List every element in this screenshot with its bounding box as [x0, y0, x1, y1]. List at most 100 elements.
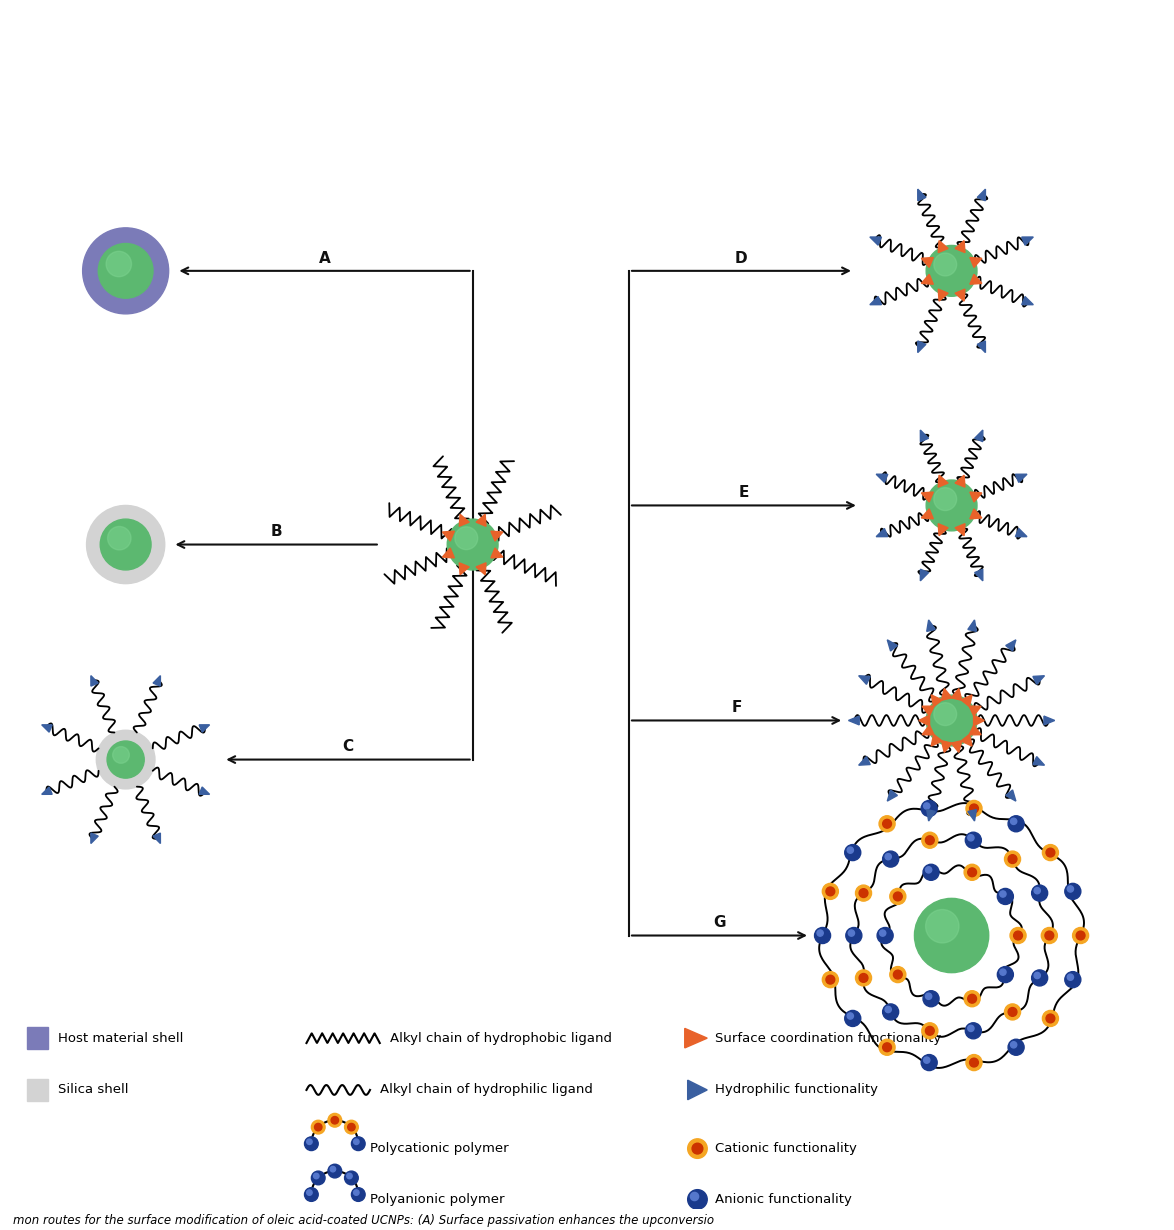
Circle shape: [845, 1010, 861, 1027]
Circle shape: [1034, 973, 1040, 979]
Circle shape: [893, 892, 902, 900]
Circle shape: [1000, 891, 1006, 897]
Circle shape: [1043, 845, 1059, 861]
Text: B: B: [270, 524, 282, 539]
Text: A: A: [318, 251, 330, 266]
Circle shape: [815, 927, 830, 943]
Polygon shape: [477, 563, 486, 574]
Circle shape: [87, 506, 164, 583]
Polygon shape: [919, 715, 930, 726]
Circle shape: [890, 888, 906, 904]
Polygon shape: [922, 726, 935, 734]
Circle shape: [328, 1113, 342, 1127]
Polygon shape: [938, 475, 949, 487]
Circle shape: [966, 1054, 981, 1070]
Circle shape: [1065, 972, 1081, 988]
Polygon shape: [954, 475, 965, 487]
Circle shape: [883, 1004, 898, 1020]
Polygon shape: [443, 549, 454, 558]
Polygon shape: [1033, 756, 1045, 765]
Circle shape: [1046, 849, 1054, 857]
Circle shape: [1011, 1042, 1017, 1048]
Polygon shape: [973, 715, 984, 726]
Circle shape: [859, 889, 868, 898]
Polygon shape: [459, 514, 470, 526]
Text: Polyanionic polymer: Polyanionic polymer: [370, 1193, 505, 1205]
Circle shape: [822, 972, 838, 988]
Text: Surface coordination functionality: Surface coordination functionality: [715, 1032, 942, 1044]
Circle shape: [845, 927, 862, 943]
Circle shape: [967, 1026, 974, 1032]
Polygon shape: [951, 740, 962, 753]
Circle shape: [879, 815, 895, 831]
Circle shape: [856, 886, 871, 902]
Polygon shape: [942, 740, 952, 753]
Circle shape: [965, 833, 981, 849]
Circle shape: [1043, 1010, 1059, 1027]
Circle shape: [106, 251, 131, 277]
Circle shape: [817, 930, 823, 936]
Polygon shape: [200, 724, 210, 732]
Circle shape: [1008, 1039, 1024, 1055]
Circle shape: [924, 1057, 930, 1063]
Circle shape: [1067, 886, 1073, 892]
Text: Cationic functionality: Cationic functionality: [715, 1143, 857, 1155]
Circle shape: [1034, 888, 1040, 894]
Circle shape: [859, 973, 868, 983]
Polygon shape: [27, 1027, 48, 1049]
Circle shape: [311, 1121, 325, 1134]
Circle shape: [883, 819, 891, 828]
Polygon shape: [876, 475, 888, 482]
Polygon shape: [926, 620, 936, 631]
Circle shape: [822, 883, 838, 899]
Circle shape: [328, 1165, 342, 1178]
Circle shape: [82, 228, 169, 314]
Polygon shape: [967, 809, 977, 820]
Circle shape: [1005, 851, 1020, 867]
Circle shape: [849, 930, 855, 936]
Polygon shape: [970, 509, 981, 519]
Polygon shape: [27, 1079, 48, 1101]
Polygon shape: [962, 734, 972, 747]
Polygon shape: [870, 237, 882, 245]
Circle shape: [926, 480, 977, 531]
Circle shape: [1008, 815, 1024, 831]
Circle shape: [879, 1039, 895, 1055]
Polygon shape: [491, 531, 502, 541]
Polygon shape: [977, 189, 985, 200]
Polygon shape: [954, 289, 965, 301]
Polygon shape: [951, 689, 962, 700]
Circle shape: [1011, 818, 1017, 824]
Text: Anionic functionality: Anionic functionality: [715, 1193, 852, 1205]
Circle shape: [1046, 1014, 1054, 1023]
Circle shape: [99, 244, 153, 298]
Circle shape: [1008, 1007, 1017, 1016]
Circle shape: [964, 990, 980, 1006]
Circle shape: [877, 927, 893, 943]
Circle shape: [353, 1189, 359, 1196]
Polygon shape: [962, 695, 972, 706]
Circle shape: [348, 1123, 355, 1130]
Polygon shape: [922, 274, 933, 284]
Circle shape: [1077, 931, 1085, 940]
Polygon shape: [870, 296, 882, 305]
Polygon shape: [858, 675, 870, 684]
Circle shape: [1013, 931, 1023, 940]
Circle shape: [1032, 970, 1047, 986]
Text: Silica shell: Silica shell: [59, 1084, 129, 1096]
Text: mon routes for the surface modification of oleic acid-coated UCNPs: (A) Surface : mon routes for the surface modification …: [13, 1214, 714, 1226]
Circle shape: [306, 1139, 312, 1144]
Circle shape: [447, 519, 498, 569]
Text: Alkyl chain of hydrophobic ligand: Alkyl chain of hydrophobic ligand: [390, 1032, 612, 1044]
Polygon shape: [970, 492, 981, 502]
Polygon shape: [1016, 475, 1027, 482]
Circle shape: [304, 1188, 318, 1202]
Circle shape: [96, 731, 155, 788]
Circle shape: [1045, 931, 1054, 940]
Circle shape: [1065, 883, 1081, 899]
Circle shape: [893, 970, 902, 979]
Polygon shape: [974, 430, 983, 442]
Circle shape: [915, 898, 989, 973]
Polygon shape: [200, 787, 210, 795]
Circle shape: [964, 865, 980, 881]
